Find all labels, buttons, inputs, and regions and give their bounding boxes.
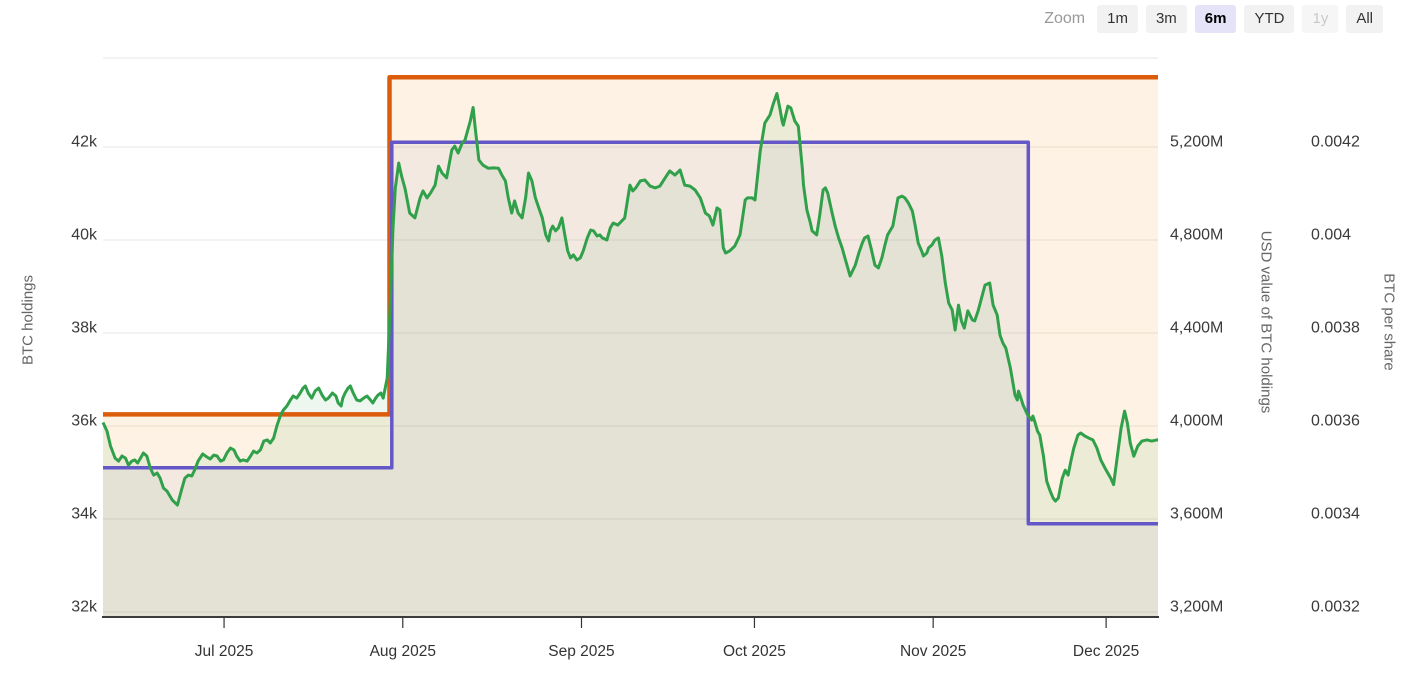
- y-axis-label-btc-per-share: 0.004: [1311, 227, 1351, 244]
- area-fill-btc-per-share: [103, 142, 1158, 618]
- left-axis-title: BTC holdings: [19, 274, 37, 366]
- y-axis-label-btc-holdings: 38k: [71, 320, 98, 337]
- y-axis-label-usd-value: 5,200M: [1170, 134, 1223, 151]
- right-axis-share-title: BTC per share: [1380, 273, 1398, 371]
- zoom-button-1y: 1y: [1302, 5, 1339, 33]
- x-axis-label: Oct 2025: [723, 643, 786, 660]
- zoom-button-1m[interactable]: 1m: [1097, 5, 1138, 33]
- y-axis-label-btc-per-share: 0.0032: [1311, 599, 1360, 616]
- y-axis-label-btc-holdings: 34k: [71, 506, 98, 523]
- series-line-usd-value: [101, 92, 1159, 507]
- y-axis-label-btc-per-share: 0.0036: [1311, 413, 1360, 430]
- series-line-btc-holdings: [103, 75, 1158, 417]
- zoom-button-all[interactable]: All: [1346, 5, 1383, 33]
- y-axis-label-usd-value: 4,400M: [1170, 320, 1223, 337]
- x-axis-label: Dec 2025: [1073, 643, 1139, 660]
- x-axis-label: Jul 2025: [195, 643, 254, 660]
- y-axis-label-btc-per-share: 0.0034: [1311, 506, 1360, 523]
- y-axis-label-usd-value: 3,600M: [1170, 506, 1223, 523]
- y-axis-label-btc-holdings: 32k: [71, 599, 98, 616]
- zoom-toolbar: Zoom 1m 3m 6m YTD 1y All: [1044, 5, 1383, 33]
- x-axis-label: Nov 2025: [900, 643, 966, 660]
- y-axis-label-btc-holdings: 36k: [71, 413, 98, 430]
- y-axis-label-btc-holdings: 40k: [71, 227, 98, 244]
- zoom-button-ytd[interactable]: YTD: [1244, 5, 1295, 33]
- zoom-toolbar-label: Zoom: [1044, 10, 1086, 27]
- y-axis-label-btc-holdings: 42k: [71, 134, 98, 151]
- zoom-button-3m[interactable]: 3m: [1145, 5, 1187, 33]
- series-line-btc-per-share: [103, 140, 1158, 526]
- x-axis-label: Aug 2025: [370, 643, 436, 660]
- right-axis-usd-title: USD value of BTC holdings: [1257, 230, 1275, 414]
- y-axis-label-btc-per-share: 0.0038: [1311, 320, 1360, 337]
- y-axis-label-usd-value: 3,200M: [1170, 599, 1223, 616]
- zoom-button-6m[interactable]: 6m: [1194, 5, 1237, 33]
- y-axis-label-usd-value: 4,800M: [1170, 227, 1223, 244]
- y-axis-label-btc-per-share: 0.0042: [1311, 134, 1360, 151]
- y-axis-label-usd-value: 4,000M: [1170, 413, 1223, 430]
- x-axis-label: Sep 2025: [548, 643, 614, 660]
- zoom-range-buttons: 1m 3m 6m YTD 1y All: [1097, 5, 1383, 33]
